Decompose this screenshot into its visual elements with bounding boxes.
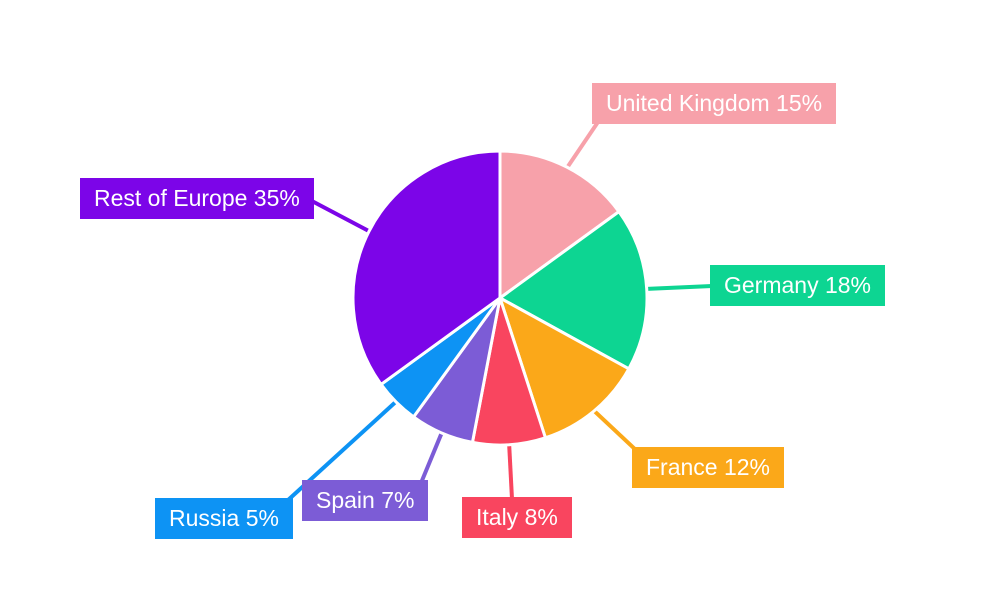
leader-line-united-kingdom [562, 120, 600, 173]
slice-label-spain: Spain 7% [302, 480, 429, 521]
pie-slice-france[interactable] [498, 296, 631, 440]
leader-line-rest-of-europe [309, 198, 375, 236]
slice-label-rest-of-europe: Rest of Europe 35% [80, 178, 314, 219]
slice-label-germany: Germany 18% [710, 265, 886, 306]
leader-line-italy [506, 439, 514, 500]
slice-label-france: France 12% [632, 447, 785, 488]
slice-label-russia: Russia 5% [155, 498, 293, 539]
pie-slice-united-kingdom[interactable] [498, 149, 621, 300]
pie-slice-rest-of-europe[interactable] [351, 149, 502, 386]
slice-label-italy: Italy 8% [462, 497, 572, 538]
slice-label-united-kingdom: United Kingdom 15% [592, 83, 837, 124]
pie-slices-group [351, 149, 649, 447]
leader-line-germany [641, 284, 713, 292]
leader-line-france [589, 405, 639, 453]
leader-line-spain [419, 427, 446, 484]
pie-slice-germany[interactable] [498, 210, 649, 371]
